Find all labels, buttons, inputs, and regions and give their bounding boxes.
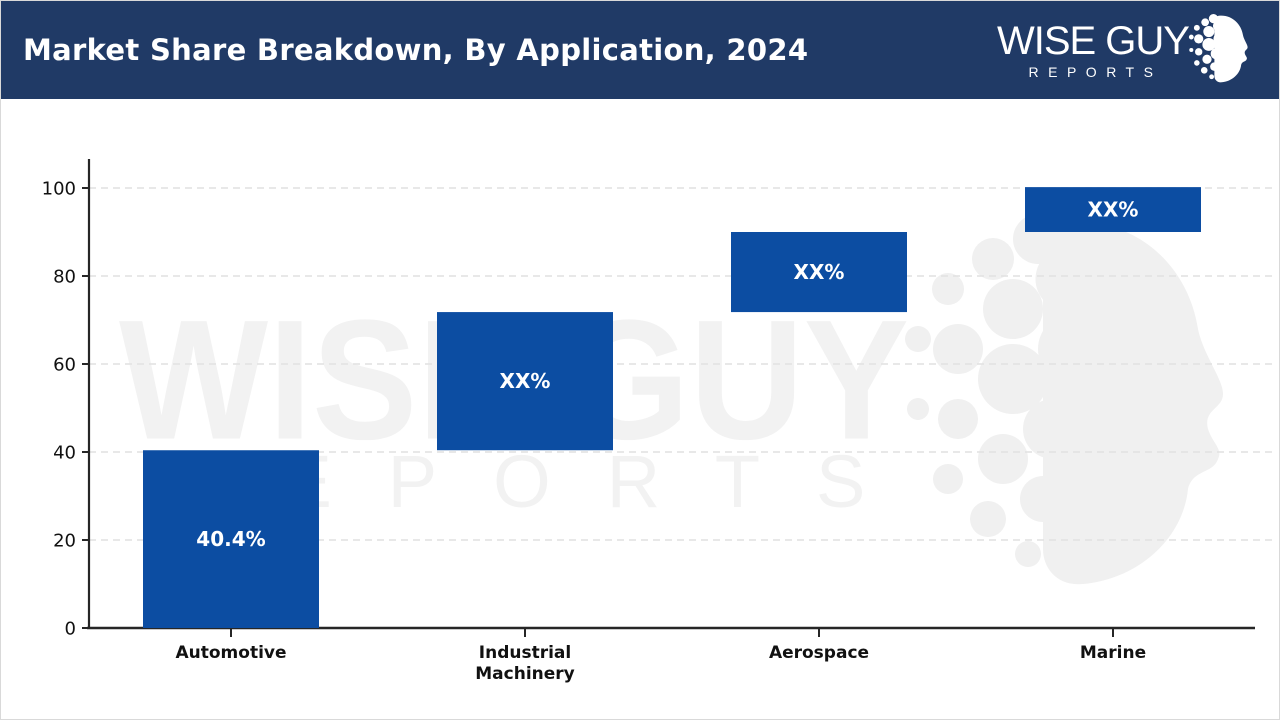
y-tick-label: 0	[65, 619, 76, 640]
y-tick-label: 60	[53, 355, 76, 376]
x-category-label: Machinery	[475, 664, 575, 684]
bar-label-industrial-machinery: XX%	[500, 369, 551, 393]
logo-face-icon	[1188, 14, 1248, 83]
y-tick-label: 100	[42, 179, 76, 200]
x-category-label: Aerospace	[769, 643, 869, 663]
header-bar: Market Share Breakdown, By Application, …	[1, 1, 1279, 99]
y-tick-label: 40	[53, 443, 76, 464]
bar-industrial-machinery	[437, 312, 613, 451]
bar-aerospace	[731, 232, 907, 313]
logo-reports-label: REPORTS	[1028, 63, 1163, 80]
bar-automotive	[143, 450, 319, 628]
bar-label-automotive: 40.4%	[196, 527, 265, 551]
x-category-label: Automotive	[175, 643, 286, 663]
bar-label-aerospace: XX%	[794, 260, 845, 284]
page-title: Market Share Breakdown, By Application, …	[23, 33, 809, 67]
y-tick-label: 20	[53, 531, 76, 552]
logo-wiseguy-label: WISE GUY	[996, 18, 1190, 63]
y-tick-label: 80	[53, 267, 76, 288]
x-category-label: Marine	[1080, 643, 1146, 663]
bar-label-marine: XX%	[1088, 198, 1139, 222]
logo-text: WISE GUY REPORTS	[996, 18, 1190, 80]
wiseguy-logo: WISE GUY REPORTS	[997, 11, 1255, 89]
x-category-label: Industrial	[479, 643, 571, 663]
